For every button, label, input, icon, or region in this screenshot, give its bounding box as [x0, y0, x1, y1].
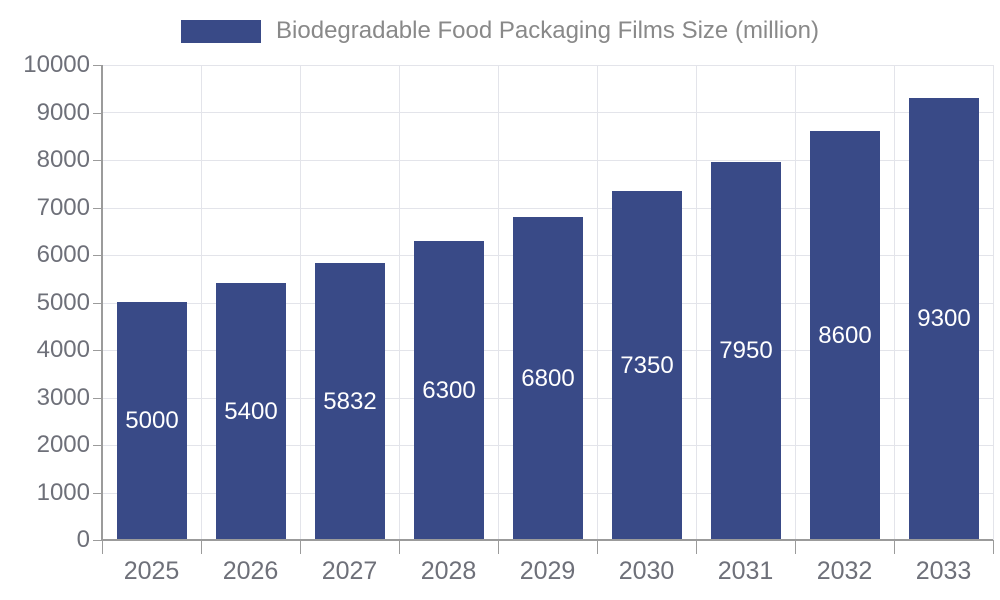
gridline-vertical	[399, 65, 400, 540]
x-axis-tick	[201, 540, 202, 554]
x-axis-tick-label: 2027	[321, 557, 378, 585]
y-axis-tick	[93, 208, 102, 209]
bar-value-label: 6800	[521, 364, 575, 392]
plot-area: 5000 5400 5832 6300 6800 7350 7950 8600 9300	[102, 65, 994, 540]
y-axis-tick	[93, 398, 102, 399]
bar-value-label: 7950	[719, 337, 773, 364]
bar-value-label: 7350	[620, 351, 674, 379]
x-axis-tick-label: 2025	[123, 557, 180, 585]
x-axis-tick	[399, 540, 400, 554]
y-axis-tick	[93, 493, 102, 494]
y-axis-tick	[93, 65, 102, 66]
x-axis-tick-label: 2031	[717, 557, 774, 585]
gridline-vertical	[201, 65, 202, 540]
bar-2031[interactable]: 7950	[711, 162, 781, 540]
x-axis-tick-label: 2029	[519, 557, 576, 585]
x-axis-tick	[894, 540, 895, 554]
gridline-vertical	[993, 65, 994, 540]
y-axis-tick-label: 8000	[36, 146, 90, 173]
x-axis-tick-label: 2026	[222, 557, 279, 585]
y-axis-tick-label: 10000	[23, 51, 90, 78]
x-axis-tick-label: 2032	[816, 557, 873, 585]
y-axis-line	[101, 65, 103, 540]
bar-value-label: 5832	[323, 387, 377, 415]
bar-2033[interactable]: 9300	[909, 98, 979, 540]
bar-2025[interactable]: 5000	[117, 302, 187, 540]
y-axis-tick	[93, 303, 102, 304]
y-axis-tick	[93, 350, 102, 351]
legend-label: Biodegradable Food Packaging Films Size …	[276, 17, 819, 44]
y-axis-tick	[93, 255, 102, 256]
y-axis-tick-label: 6000	[36, 241, 90, 268]
gridline-vertical	[498, 65, 499, 540]
y-axis-tick-label: 3000	[36, 384, 90, 411]
bar-value-label: 5000	[125, 407, 179, 434]
gridline-horizontal	[102, 208, 993, 209]
gridline-horizontal	[102, 160, 993, 161]
gridline-vertical	[300, 65, 301, 540]
gridline-horizontal	[102, 112, 993, 113]
bar-value-label: 8600	[818, 321, 872, 349]
gridline-vertical	[894, 65, 895, 540]
bar-2032[interactable]: 8600	[810, 131, 880, 540]
x-axis-tick	[993, 540, 994, 554]
y-axis-tick-label: 9000	[36, 99, 90, 126]
y-axis-tick-label: 7000	[36, 194, 90, 221]
x-axis-tick	[498, 540, 499, 554]
bar-value-label: 5400	[224, 397, 278, 425]
x-axis-tick-label: 2033	[915, 557, 972, 585]
chart-legend[interactable]: Biodegradable Food Packaging Films Size …	[0, 17, 1000, 45]
x-axis-tick	[597, 540, 598, 554]
bar-2030[interactable]: 7350	[612, 191, 682, 540]
x-axis-line	[101, 539, 993, 541]
gridline-vertical	[696, 65, 697, 540]
y-axis-tick	[93, 113, 102, 114]
y-axis-tick-label: 4000	[36, 336, 90, 363]
x-axis-tick	[102, 540, 103, 554]
y-axis-tick	[93, 540, 102, 541]
x-axis-tick	[696, 540, 697, 554]
x-axis-tick-label: 2030	[618, 557, 675, 585]
bar-2028[interactable]: 6300	[414, 241, 484, 540]
x-axis-tick	[300, 540, 301, 554]
y-axis-tick-label: 5000	[36, 289, 90, 316]
bar-value-label: 6300	[422, 376, 476, 404]
y-axis-tick-label: 2000	[36, 431, 90, 458]
y-axis-tick	[93, 445, 102, 446]
legend-swatch-icon	[181, 19, 262, 43]
gridline-vertical	[597, 65, 598, 540]
gridline-horizontal	[102, 65, 993, 66]
x-axis-tick-label: 2028	[420, 557, 477, 585]
bar-2029[interactable]: 6800	[513, 217, 583, 540]
bar-2027[interactable]: 5832	[315, 263, 385, 540]
y-axis-tick-label: 1000	[36, 479, 90, 506]
y-axis-tick	[93, 160, 102, 161]
bar-value-label: 9300	[917, 305, 971, 332]
gridline-vertical	[795, 65, 796, 540]
bar-2026[interactable]: 5400	[216, 283, 286, 540]
x-axis-tick	[795, 540, 796, 554]
y-axis-tick-label: 0	[76, 526, 90, 553]
